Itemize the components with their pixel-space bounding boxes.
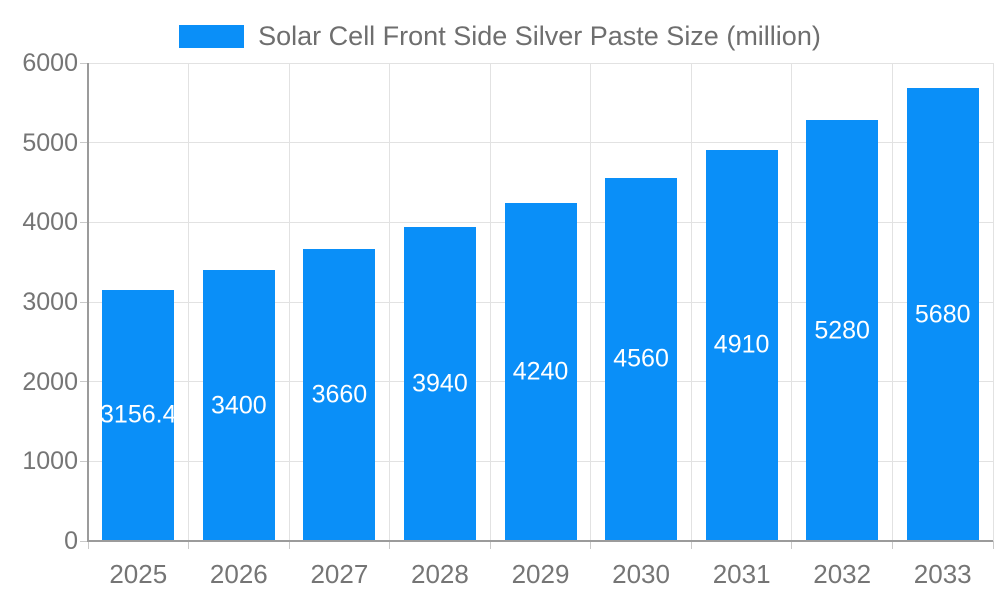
- x-axis-category-label: 2032: [813, 559, 872, 589]
- x-axis-category-label: 2031: [712, 559, 771, 589]
- x-gridline: [590, 63, 592, 541]
- y-axis-tick: [80, 142, 88, 144]
- bar-2032[interactable]: [806, 120, 879, 541]
- bar-2029[interactable]: [504, 203, 577, 541]
- x-gridline: [188, 63, 190, 541]
- y-axis-tick-label: 6000: [22, 49, 78, 77]
- legend-item[interactable]: Solar Cell Front Side Silver Paste Size …: [0, 21, 1000, 52]
- x-axis-tick: [489, 541, 491, 549]
- x-axis-category-label: 2026: [209, 559, 268, 589]
- y-axis-tick-label: 4000: [22, 208, 78, 237]
- bar-2026[interactable]: [202, 270, 275, 541]
- x-axis-tick: [288, 541, 290, 549]
- y-axis-line: [87, 63, 89, 541]
- y-axis-tick: [80, 301, 88, 303]
- y-axis-tick: [80, 460, 88, 462]
- y-axis-tick-label: 3000: [22, 288, 78, 316]
- x-gridline: [288, 63, 290, 541]
- x-axis-line: [87, 540, 993, 542]
- y-axis-tick: [80, 540, 88, 542]
- x-gridline: [992, 63, 994, 541]
- bar-2028[interactable]: [403, 227, 476, 541]
- y-gridline: [88, 62, 993, 64]
- y-axis-tick-label: 0: [64, 527, 78, 555]
- bar-2027[interactable]: [303, 249, 376, 541]
- y-axis-tick-label: 1000: [22, 447, 78, 476]
- x-axis-category-label: 2027: [310, 559, 369, 589]
- bar-2033[interactable]: [906, 88, 979, 541]
- x-gridline: [489, 63, 491, 541]
- y-gridline: [88, 142, 993, 144]
- x-axis-category-label: 2025: [109, 559, 168, 589]
- x-gridline: [891, 63, 893, 541]
- y-axis-tick-label: 2000: [22, 367, 78, 396]
- x-axis-tick: [389, 541, 391, 549]
- x-axis-category-label: 2030: [612, 559, 670, 589]
- y-axis-tick: [80, 62, 88, 64]
- x-axis-tick: [590, 541, 592, 549]
- x-axis-category-label: 2029: [511, 559, 570, 589]
- bar-2030[interactable]: [605, 177, 678, 541]
- y-axis-tick-label: 5000: [22, 128, 78, 157]
- x-gridline: [690, 63, 692, 541]
- y-axis-tick: [80, 221, 88, 223]
- legend-swatch: [179, 25, 245, 48]
- bar-2025[interactable]: [102, 289, 175, 541]
- x-axis-tick: [891, 541, 893, 549]
- x-axis-tick: [690, 541, 692, 549]
- y-axis-tick: [80, 381, 88, 383]
- legend-label: Solar Cell Front Side Silver Paste Size …: [258, 21, 821, 51]
- x-axis-category-label: 2028: [411, 559, 469, 589]
- x-axis-category-label: 2033: [913, 559, 972, 589]
- x-gridline: [389, 63, 391, 541]
- x-axis-tick: [87, 541, 89, 549]
- bar-2031[interactable]: [705, 149, 778, 541]
- x-axis-tick: [992, 541, 994, 549]
- x-axis-tick: [791, 541, 793, 549]
- x-axis-tick: [188, 541, 190, 549]
- x-gridline: [791, 63, 793, 541]
